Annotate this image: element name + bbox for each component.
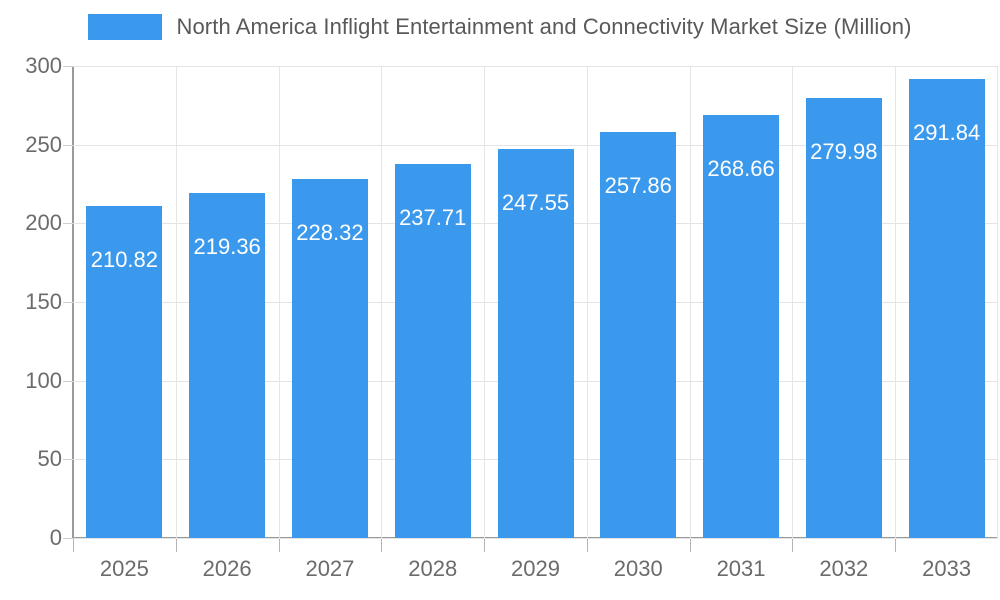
bar[interactable]: 210.82 xyxy=(86,206,163,538)
x-axis-category-label: 2030 xyxy=(613,556,663,581)
x-axis-category-label: 2029 xyxy=(511,556,560,581)
y-axis-tick xyxy=(63,144,73,146)
y-axis-labels: 0 50 100 150 200 250 300 xyxy=(0,0,62,600)
bar-value-label: 279.98 xyxy=(810,138,878,164)
plot-area: 210.82 219.36 228.32 237.71 247.55 257.86 268.… xyxy=(73,66,998,539)
bar[interactable]: 228.32 xyxy=(291,178,368,538)
bar-value-label: 237.71 xyxy=(399,205,467,231)
x-axis-tick xyxy=(895,539,896,552)
y-axis-tick xyxy=(63,223,73,225)
bar[interactable]: 291.84 xyxy=(908,78,985,538)
gridline-vertical xyxy=(690,66,691,538)
x-axis-category-label: 2027 xyxy=(305,556,355,581)
y-axis-tick xyxy=(63,538,73,539)
bar[interactable]: 237.71 xyxy=(394,164,471,538)
x-axis-tick xyxy=(587,539,588,552)
x-axis-category-label: 2032 xyxy=(819,556,869,581)
x-axis-category-label: 2025 xyxy=(99,556,149,581)
bar-value-label: 219.36 xyxy=(193,233,261,259)
x-axis-tick xyxy=(381,539,382,552)
bar-value-label: 228.32 xyxy=(296,219,364,245)
bar-value-label: 247.55 xyxy=(501,189,570,215)
y-axis-tick-label: 300 xyxy=(25,53,62,78)
bar[interactable]: 268.66 xyxy=(703,115,780,538)
y-axis-tick xyxy=(63,380,73,382)
gridline-vertical xyxy=(792,66,793,538)
bar[interactable]: 279.98 xyxy=(805,97,882,538)
bar[interactable]: 247.55 xyxy=(497,148,574,538)
y-axis-tick-label: 200 xyxy=(25,210,62,236)
y-axis-tick xyxy=(63,302,73,303)
legend-series-label: North America Inflight Entertainment and… xyxy=(176,14,912,39)
gridline-horizontal xyxy=(73,144,998,146)
gridline-vertical xyxy=(484,66,485,538)
gridline-vertical xyxy=(381,66,382,538)
x-axis-category-label: 2033 xyxy=(922,556,972,581)
gridline-horizontal xyxy=(73,66,998,67)
x-axis-tick xyxy=(73,539,74,552)
bar-value-label: 268.66 xyxy=(707,156,775,182)
x-axis-category-label: 2026 xyxy=(202,556,252,581)
chart-legend: North America Inflight Entertainment and… xyxy=(0,14,1000,40)
y-axis-tick-label: 150 xyxy=(25,289,62,314)
y-axis-tick-label: 100 xyxy=(25,367,62,393)
gridline-horizontal xyxy=(73,538,998,539)
bar-value-label: 291.84 xyxy=(912,119,981,145)
y-axis-tick-label: 250 xyxy=(25,131,62,157)
gridline-vertical xyxy=(587,66,588,538)
y-axis-tick xyxy=(63,66,73,67)
gridline-vertical xyxy=(279,66,280,538)
x-axis-tick xyxy=(792,539,793,552)
bar[interactable]: 219.36 xyxy=(189,192,266,538)
bar-value-label: 210.82 xyxy=(90,247,159,273)
x-axis-tick xyxy=(690,539,691,552)
legend-color-swatch xyxy=(88,14,163,40)
x-axis-tick xyxy=(484,539,485,552)
x-axis-category-label: 2028 xyxy=(408,556,458,581)
bar-value-label: 257.86 xyxy=(604,173,672,199)
y-axis-tick xyxy=(63,459,73,461)
gridline-vertical xyxy=(895,66,896,538)
gridline-vertical xyxy=(176,66,177,538)
y-axis-tick-label: 0 xyxy=(49,525,62,550)
x-axis-tick xyxy=(279,539,280,552)
x-axis-tick xyxy=(176,539,177,552)
y-axis-tick-label: 50 xyxy=(37,446,62,472)
gridline-vertical xyxy=(997,66,998,538)
x-axis-category-label: 2031 xyxy=(716,556,766,581)
bar[interactable]: 257.86 xyxy=(600,132,677,538)
